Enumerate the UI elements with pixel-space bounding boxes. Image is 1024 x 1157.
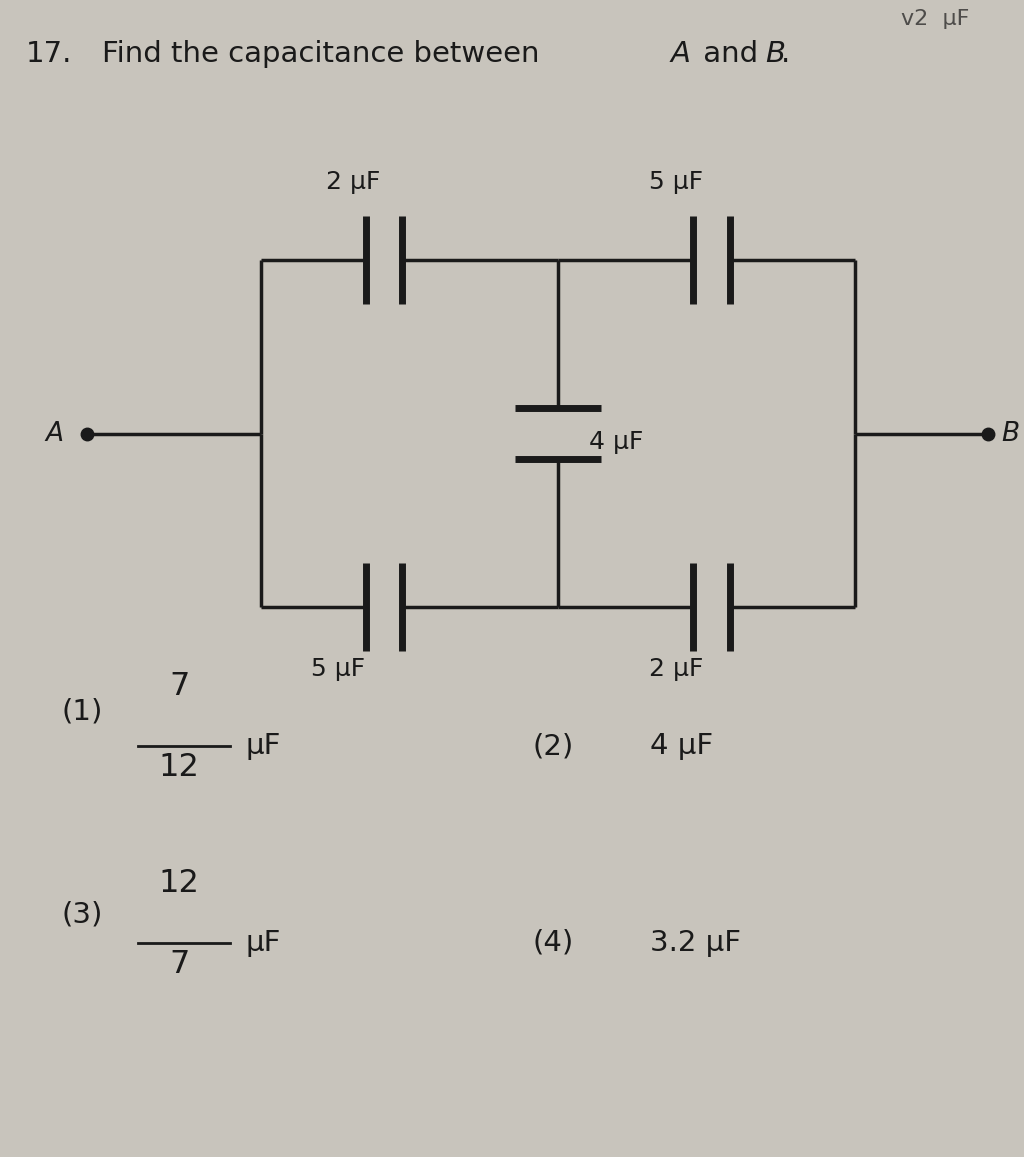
Text: (1): (1) — [61, 698, 102, 725]
Text: μF: μF — [246, 929, 282, 957]
Text: A: A — [671, 40, 690, 68]
Text: 17.: 17. — [26, 40, 72, 68]
Text: .: . — [781, 40, 791, 68]
Text: (4): (4) — [532, 929, 573, 957]
Text: 4 μF: 4 μF — [650, 732, 714, 760]
Text: Find the capacitance between: Find the capacitance between — [102, 40, 549, 68]
Text: and: and — [694, 40, 768, 68]
Text: 12: 12 — [159, 868, 200, 899]
Text: B: B — [1001, 421, 1020, 447]
Text: A: A — [45, 421, 63, 447]
Text: 5 μF: 5 μF — [649, 170, 702, 194]
Text: 2 μF: 2 μF — [326, 170, 381, 194]
Text: μF: μF — [246, 732, 282, 760]
Text: 3.2 μF: 3.2 μF — [650, 929, 741, 957]
Text: (3): (3) — [61, 900, 102, 928]
Text: B: B — [765, 40, 785, 68]
Text: 7: 7 — [169, 671, 189, 702]
Text: 7: 7 — [169, 949, 189, 980]
Text: (2): (2) — [532, 732, 573, 760]
Text: 12: 12 — [159, 752, 200, 783]
Text: 5 μF: 5 μF — [311, 657, 365, 681]
Text: 4 μF: 4 μF — [589, 430, 643, 454]
Text: 2 μF: 2 μF — [648, 657, 703, 681]
Text: v2  μF: v2 μF — [901, 9, 970, 29]
